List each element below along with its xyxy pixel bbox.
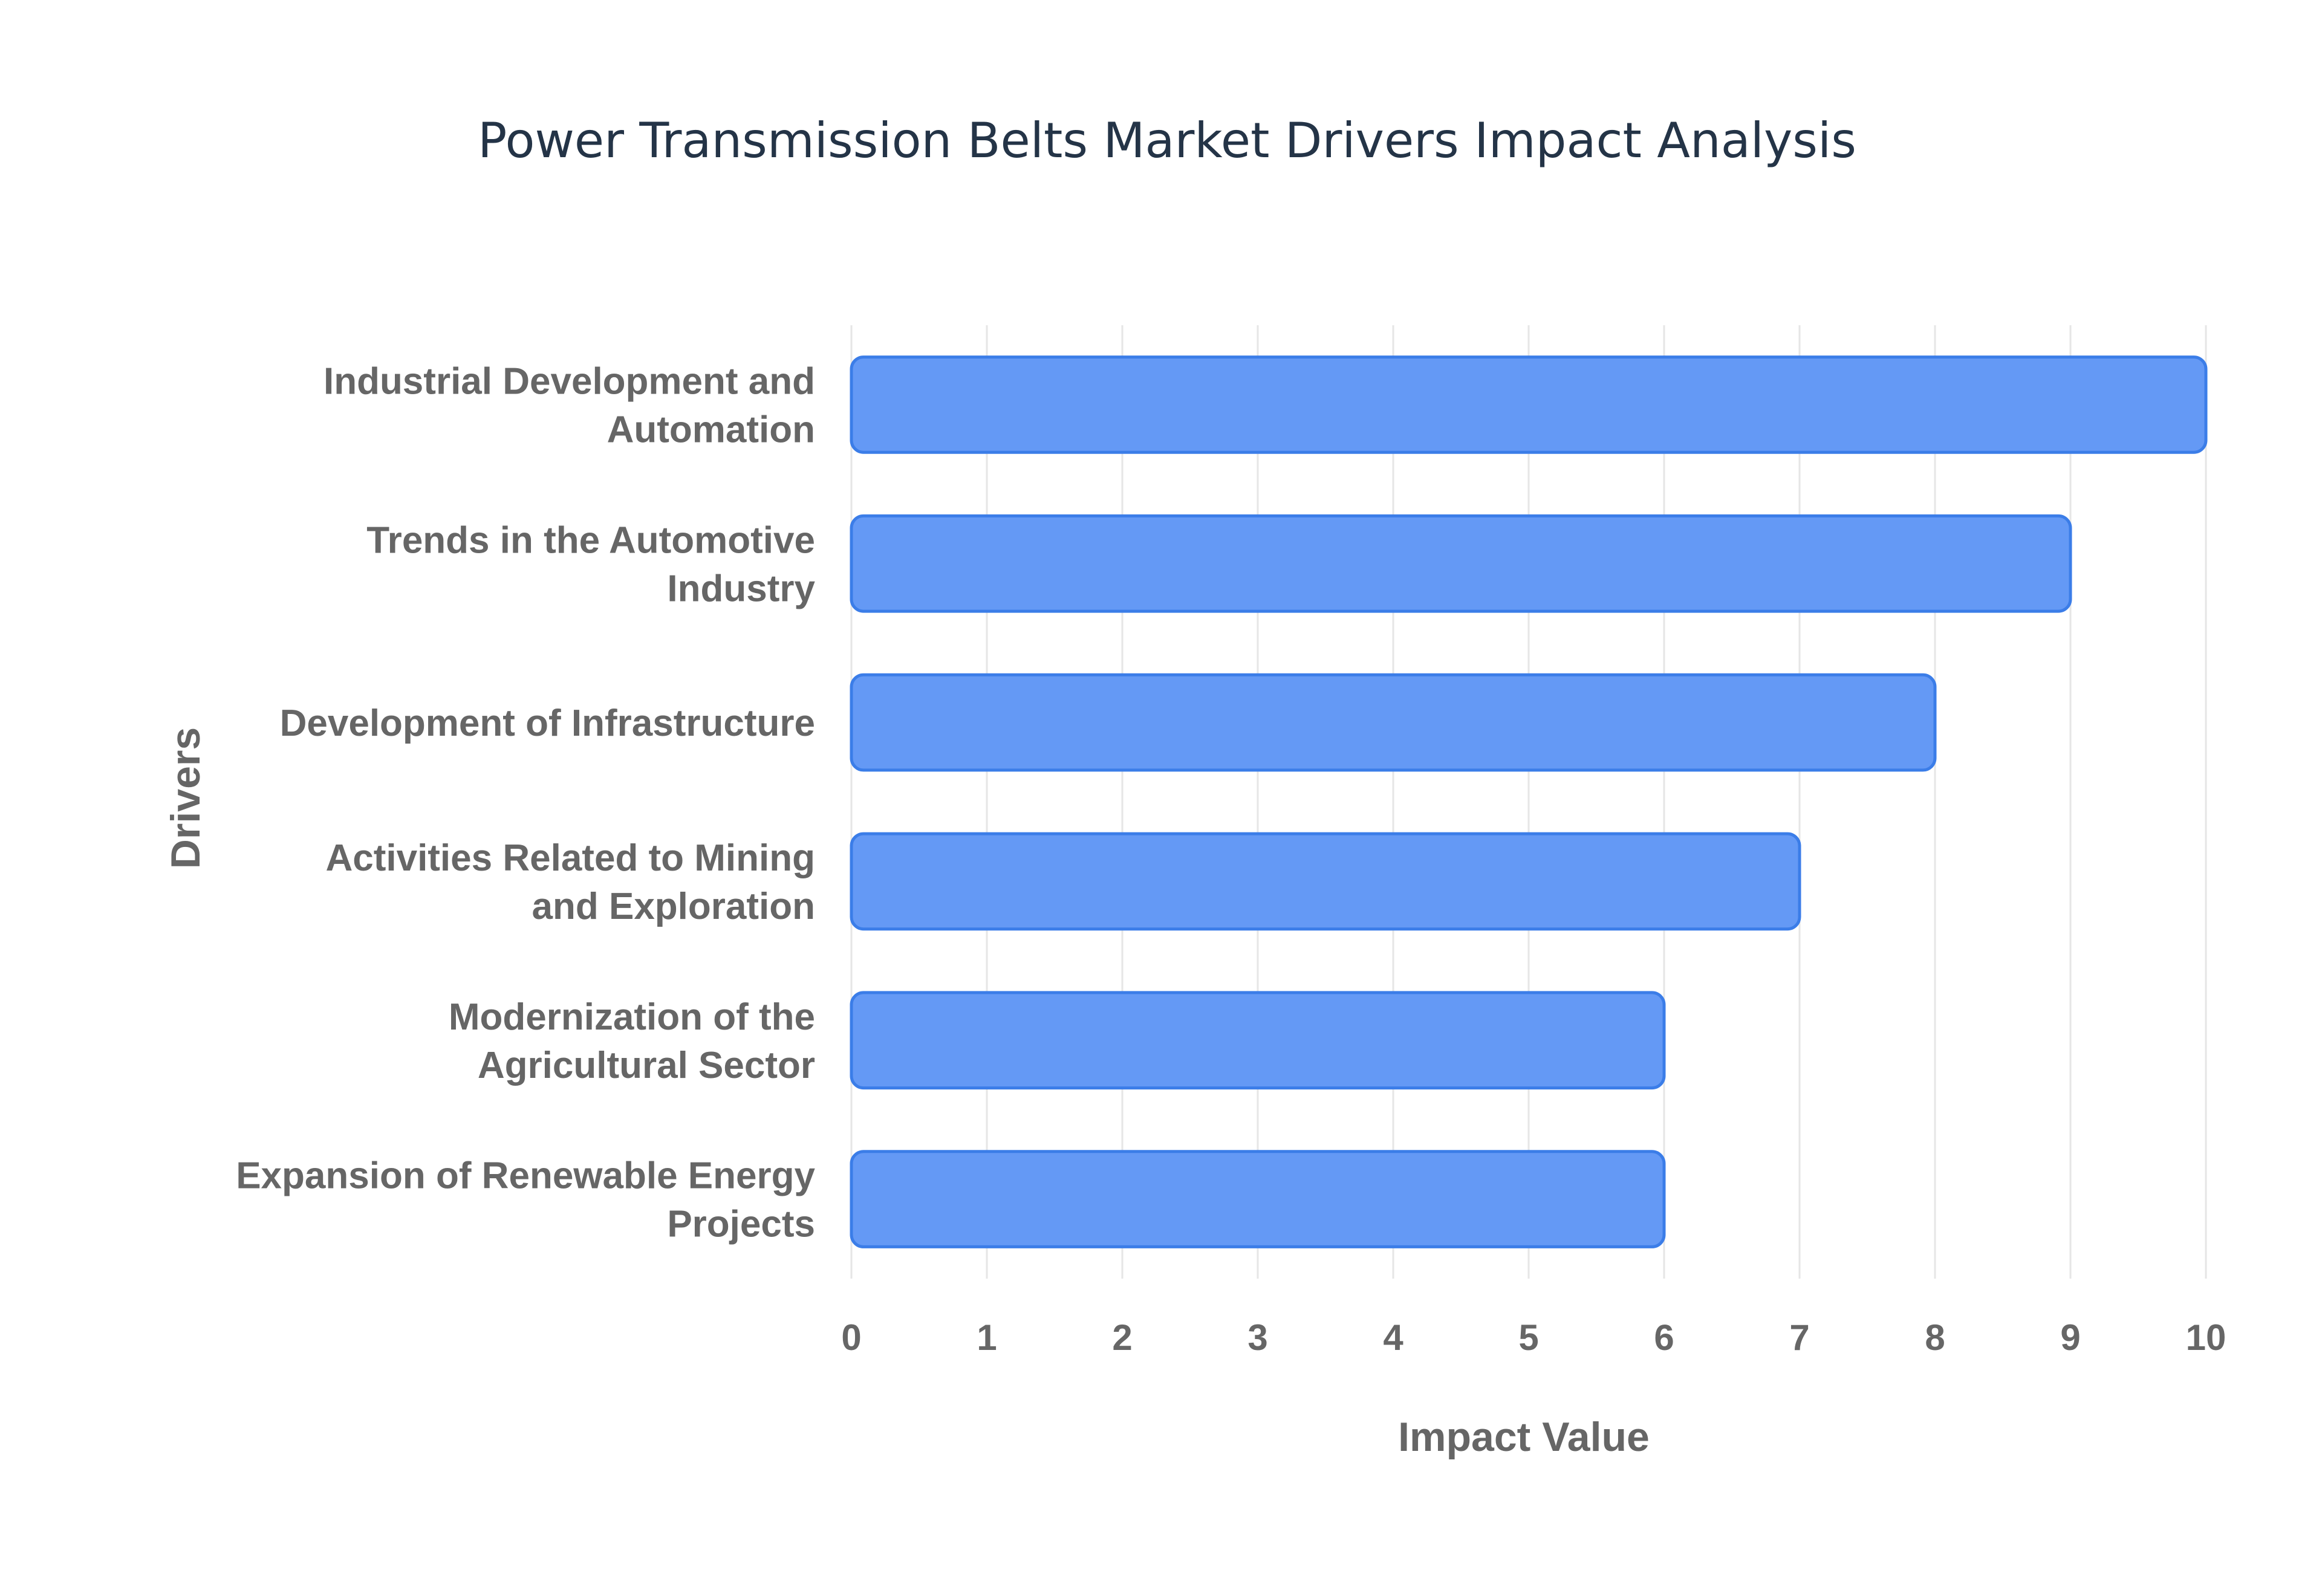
category-label-line: Modernization of the xyxy=(449,996,815,1038)
bar xyxy=(850,1150,1666,1248)
category-label: Development of Infrastructure xyxy=(280,702,815,744)
bar xyxy=(850,673,1937,772)
bars xyxy=(850,355,2208,1248)
category-label-line: Agricultural Sector xyxy=(478,1045,815,1086)
category-label-line: Industrial Development and xyxy=(324,360,815,402)
bar xyxy=(850,832,1801,931)
category-label-line: Projects xyxy=(667,1204,815,1245)
x-tick-label: 6 xyxy=(1654,1317,1674,1358)
category-label-line: and Exploration xyxy=(532,886,815,927)
x-tick-label: 8 xyxy=(1925,1317,1945,1358)
x-tick-labels: 0 1 2 3 4 5 6 7 8 9 10 xyxy=(841,1317,2226,1358)
category-label-line: Industry xyxy=(667,568,815,609)
category-label: Trends in the Automotive Industry xyxy=(366,519,815,609)
bar xyxy=(850,514,2072,613)
category-label-line: Development of Infrastructure xyxy=(280,702,815,744)
category-label-line: Trends in the Automotive xyxy=(366,519,815,561)
bar xyxy=(850,991,1666,1090)
y-axis-title: Drivers xyxy=(163,727,209,869)
category-label: Expansion of Renewable Energy Projects xyxy=(236,1155,815,1245)
category-label: Modernization of the Agricultural Sector xyxy=(449,996,815,1086)
category-label: Activities Related to Mining and Explorat… xyxy=(325,837,815,927)
x-tick-label: 10 xyxy=(2186,1317,2226,1358)
grid-lines xyxy=(850,325,2207,1279)
x-tick-label: 5 xyxy=(1518,1317,1538,1358)
category-label: Industrial Development and Automation xyxy=(324,360,815,450)
category-labels: Industrial Development and Automation Tren… xyxy=(236,360,815,1245)
x-tick-label: 1 xyxy=(977,1317,997,1358)
chart-title: Power Transmission Belts Market Drivers … xyxy=(478,112,1856,169)
category-label-line: Activities Related to Mining xyxy=(325,837,815,879)
x-tick-label: 3 xyxy=(1247,1317,1267,1358)
x-tick-label: 4 xyxy=(1383,1317,1403,1358)
x-tick-label: 0 xyxy=(841,1317,861,1358)
category-label-line: Automation xyxy=(607,409,815,450)
x-tick-label: 9 xyxy=(2060,1317,2080,1358)
x-axis-title: Impact Value xyxy=(1398,1414,1650,1460)
bar xyxy=(850,355,2208,454)
category-label-line: Expansion of Renewable Energy xyxy=(236,1155,815,1197)
x-tick-label: 2 xyxy=(1112,1317,1132,1358)
x-tick-label: 7 xyxy=(1789,1317,1809,1358)
